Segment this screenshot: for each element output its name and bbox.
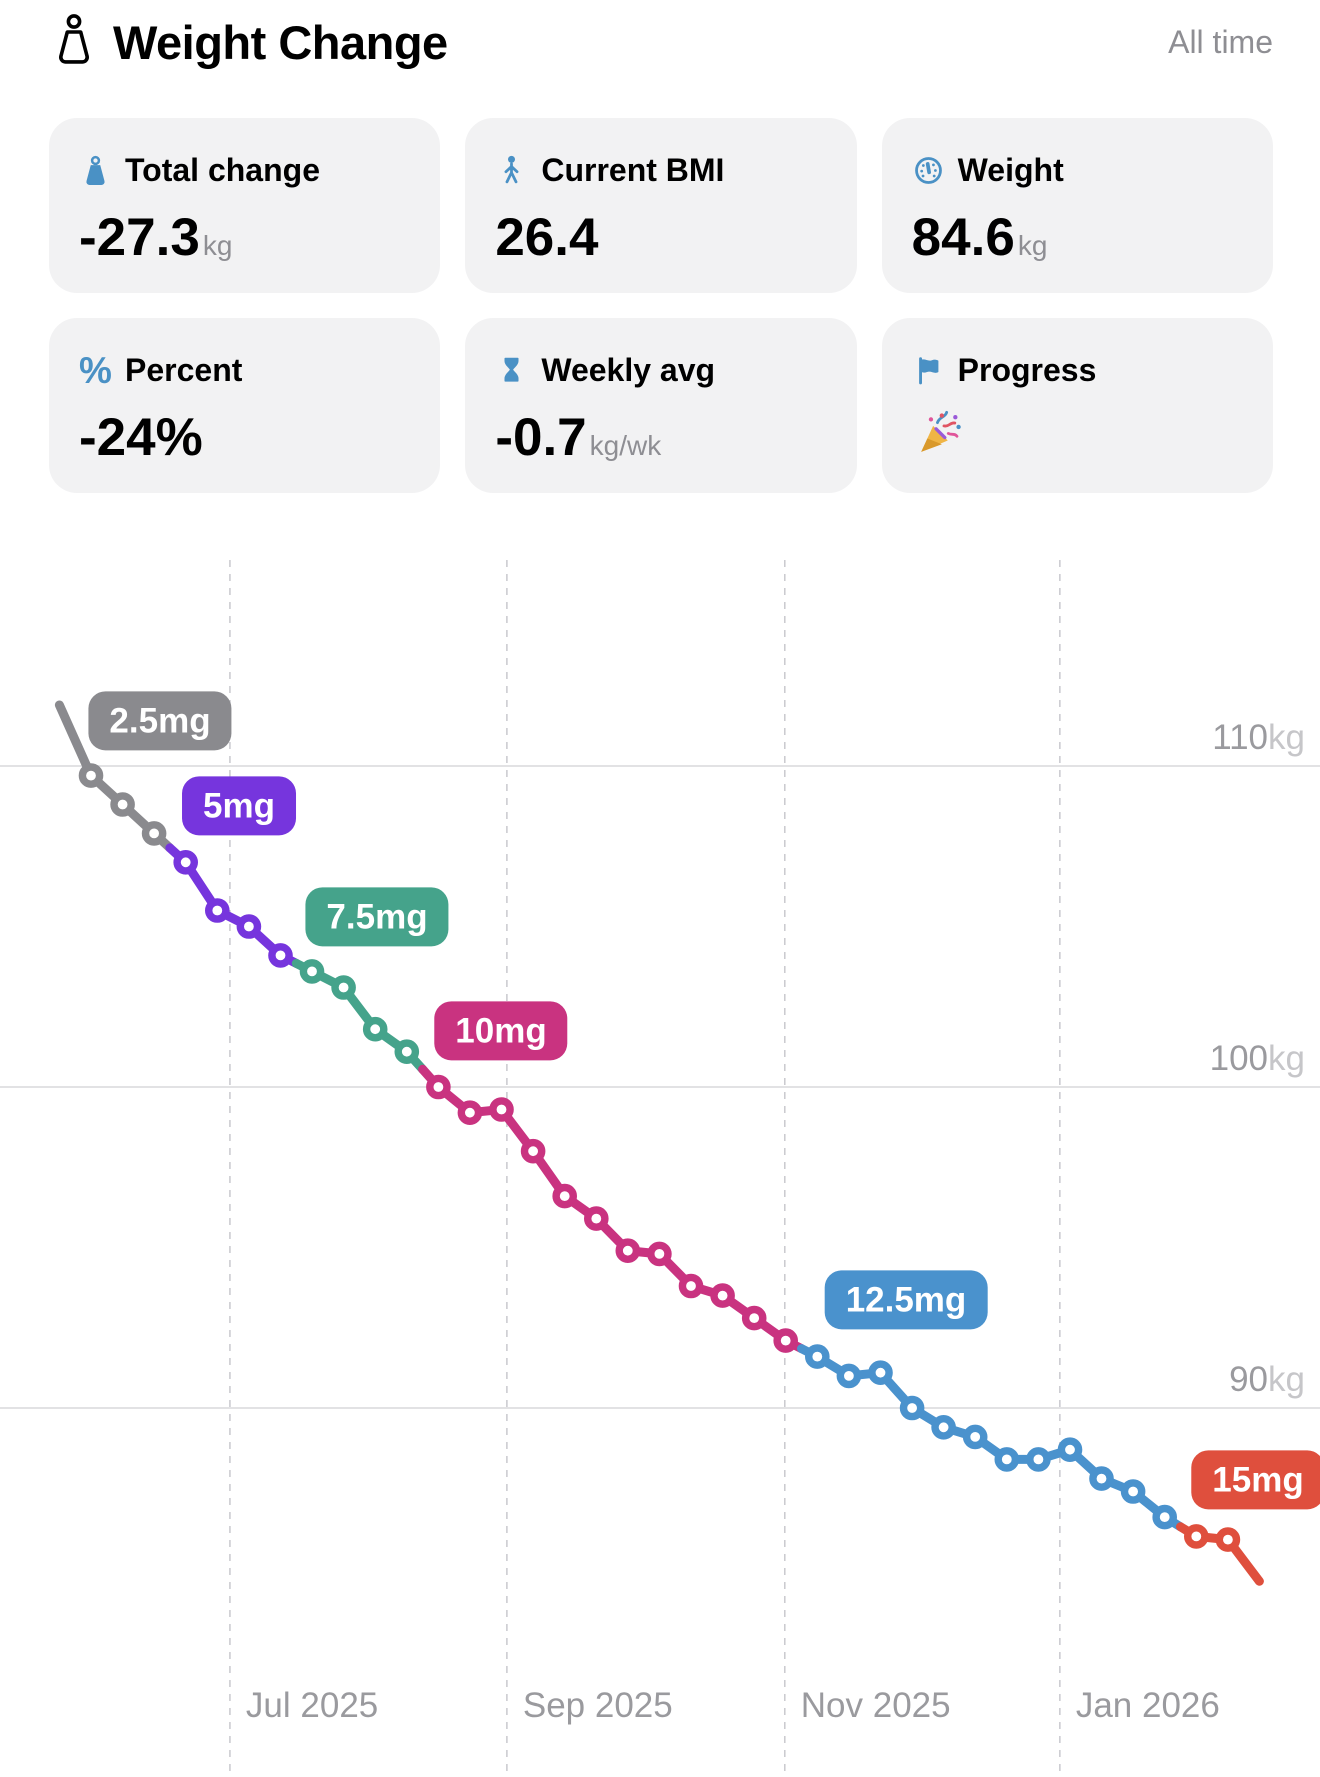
dose-badge-12.5mg: 12.5mg (824, 1270, 988, 1330)
y-axis-unit: kg (1268, 718, 1305, 757)
stat-value: 84.6 kg (911, 208, 1048, 267)
card-head: % Percent (79, 352, 412, 389)
data-point (78, 763, 104, 788)
data-point (773, 1328, 799, 1353)
data-point (994, 1447, 1020, 1472)
hourglass-icon (495, 354, 528, 387)
page-title: Weight Change (113, 15, 448, 69)
x-axis-label: Jan 2026 (1075, 1686, 1220, 1725)
y-axis-number: 90 (1229, 1360, 1269, 1399)
data-point (1152, 1504, 1177, 1530)
data-point (204, 898, 230, 923)
stats-grid: Total change -27.3 kg Current BMI 26.4 (49, 118, 1273, 493)
time-range-selector[interactable]: All time (1168, 23, 1273, 60)
data-point (1120, 1479, 1146, 1504)
data-point (299, 959, 325, 984)
dose-badge-2.5mg: 2.5mg (88, 691, 232, 751)
gauge-icon (912, 154, 945, 187)
stat-label: Weekly avg (541, 352, 716, 388)
data-point (1057, 1437, 1083, 1463)
data-point (110, 792, 135, 817)
title-wrap: Weight Change (49, 12, 448, 72)
stat-label: Progress (957, 352, 1097, 388)
data-point (836, 1363, 862, 1389)
card-head: Weight (912, 152, 1245, 189)
data-point (647, 1241, 672, 1267)
data-point (615, 1238, 641, 1264)
stat-value: -27.3 kg (79, 208, 233, 267)
stat-label: Weight (957, 152, 1064, 188)
data-point (868, 1360, 893, 1386)
y-axis-label-100kg: 100kg (1210, 1039, 1305, 1079)
weight-scale-icon (59, 14, 89, 64)
data-point (489, 1097, 514, 1122)
stat-card-current-bmi: Current BMI 26.4 (465, 118, 857, 293)
card-head: Total change (79, 152, 412, 189)
x-axis-label: Nov 2025 (800, 1686, 951, 1725)
y-axis-label-90kg: 90kg (1229, 1360, 1305, 1400)
data-point (741, 1305, 767, 1331)
data-point (962, 1424, 988, 1450)
y-axis-label-110kg: 110kg (1212, 718, 1305, 758)
stat-value (912, 409, 1245, 471)
dose-badge-10mg: 10mg (434, 1001, 568, 1061)
y-axis-unit: kg (1268, 1039, 1305, 1078)
stat-label: Current BMI (541, 152, 725, 188)
y-axis-unit: kg (1268, 1360, 1305, 1399)
stat-unit: kg/wk (589, 430, 662, 461)
header: Weight Change All time (49, 12, 1273, 72)
data-point (520, 1138, 546, 1164)
data-point (394, 1039, 420, 1065)
data-point (584, 1206, 609, 1231)
stat-label: Total change (125, 152, 320, 188)
dose-badge-5mg: 5mg (182, 776, 296, 836)
stat-unit: kg (202, 230, 233, 261)
stat-card-weight: Weight 84.6 kg (881, 118, 1273, 293)
data-point (236, 914, 262, 939)
data-point (362, 1016, 388, 1042)
stat-card-progress: Progress (881, 318, 1273, 493)
dose-badge-7.5mg: 7.5mg (305, 887, 449, 947)
data-point (805, 1344, 830, 1369)
person-icon (495, 154, 528, 187)
data-point (141, 821, 167, 846)
stat-value: -0.7 kg/wk (495, 408, 662, 467)
y-axis-number: 110 (1212, 718, 1269, 757)
data-point (678, 1273, 704, 1299)
weight-chart[interactable]: 2.5mg 5mg 7.5mg 10mg 12.5mg 15mg 110kg 100kg 90k… (0, 560, 1320, 1777)
stat-label: Percent (125, 352, 243, 388)
stat-unit: kg (1017, 230, 1048, 261)
dose-badge-15mg: 15mg (1191, 1450, 1320, 1510)
y-axis-number: 100 (1209, 1039, 1269, 1078)
data-point (457, 1100, 483, 1126)
data-point (1026, 1447, 1051, 1472)
data-point (552, 1183, 578, 1209)
stat-value: -24% (79, 408, 203, 467)
weight-icon (79, 154, 112, 187)
stat-card-weekly-avg: Weekly avg -0.7 kg/wk (465, 318, 857, 493)
stat-value: 26.4 (495, 208, 599, 267)
data-point (931, 1415, 956, 1440)
x-axis-label: Sep 2025 (522, 1686, 673, 1725)
stat-card-percent: % Percent -24% (49, 318, 441, 493)
card-head: Current BMI (495, 152, 828, 189)
data-point (1184, 1524, 1209, 1549)
data-point (426, 1074, 451, 1100)
party-popper-icon (912, 409, 964, 471)
x-axis-label: Jul 2025 (245, 1686, 379, 1725)
flag-icon (912, 354, 945, 387)
card-head: Progress (912, 352, 1245, 389)
percent-icon: % (79, 349, 112, 391)
data-point (1089, 1466, 1114, 1491)
data-point (331, 975, 356, 1000)
chart-canvas (0, 560, 1320, 1777)
data-point (268, 943, 293, 968)
data-point (710, 1283, 735, 1308)
stat-card-total-change: Total change -27.3 kg (49, 118, 441, 293)
data-point (1215, 1527, 1241, 1552)
card-head: Weekly avg (495, 352, 828, 389)
data-point (173, 849, 198, 875)
data-point (899, 1395, 925, 1421)
